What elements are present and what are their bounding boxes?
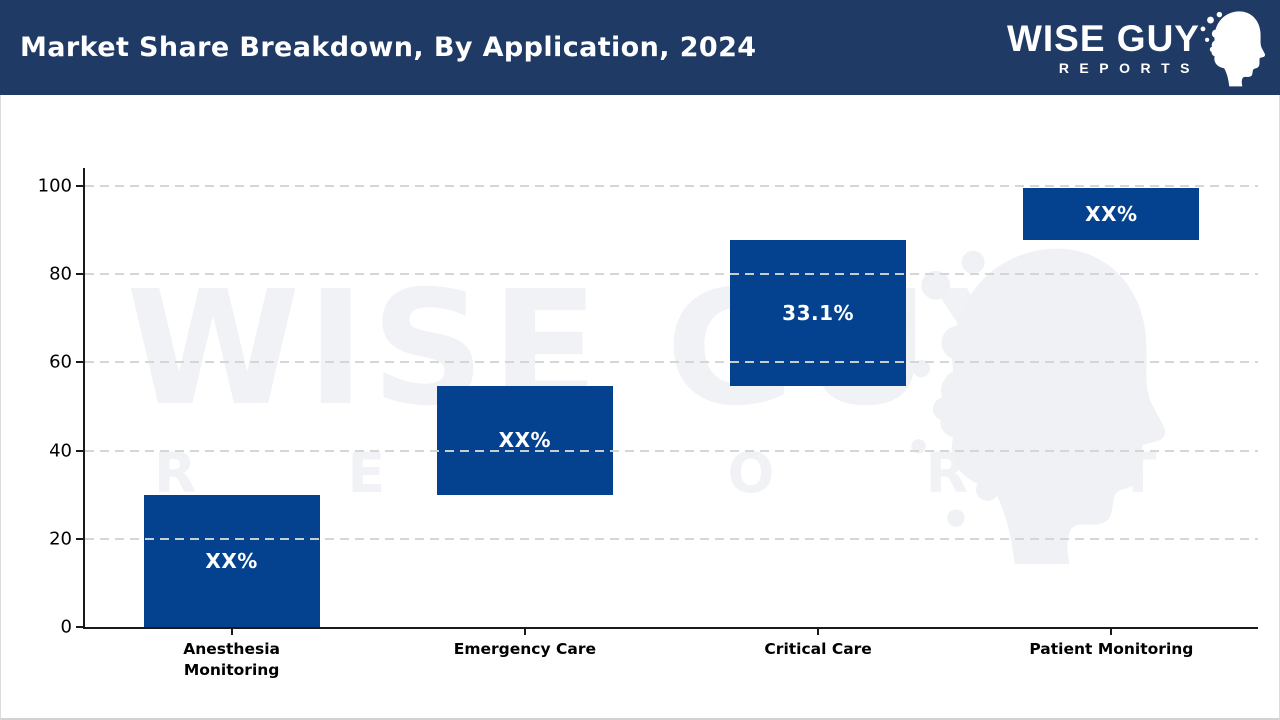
bar-critical-care: 33.1%: [730, 240, 907, 387]
y-tick-mark-20: [76, 537, 84, 540]
x-tick-mark-3: [1110, 629, 1113, 635]
header-bar: Market Share Breakdown, By Application, …: [0, 0, 1280, 95]
y-tick-mark-0: [76, 626, 84, 628]
brand-logo-text: WISE GUY REPORTS: [1007, 20, 1200, 76]
y-tick-label-100: 100: [37, 175, 72, 197]
gridline-60: [85, 361, 1258, 364]
y-tick-label-20: 20: [49, 528, 72, 550]
gridline-100: [85, 185, 1258, 187]
y-tick-label-80: 80: [49, 263, 72, 285]
bar-emergency-care: XX%: [436, 386, 613, 495]
logo-subtext: REPORTS: [1058, 59, 1200, 76]
bar-value-label: 33.1%: [782, 301, 855, 326]
bar-value-label: XX%: [498, 428, 552, 453]
y-tick-mark-60: [76, 361, 84, 364]
x-category-label-0: Anesthesia Monitoring: [183, 640, 280, 679]
y-tick-mark-80: [76, 273, 84, 276]
bar-value-label: XX%: [205, 548, 258, 573]
bar-anesthesia-monitoring: XX%: [143, 494, 320, 627]
y-tick-label-60: 60: [49, 351, 72, 373]
bar-value-label: XX%: [1085, 201, 1138, 226]
head-profile-icon: [1194, 5, 1268, 91]
y-tick-mark-40: [76, 449, 84, 452]
x-category-label-1: Emergency Care: [453, 640, 596, 658]
gridline-40: [85, 449, 1258, 452]
x-tick-mark-1: [523, 629, 526, 635]
y-tick-label-40: 40: [49, 440, 72, 462]
x-axis-line: [83, 627, 1258, 629]
logo-wordmark: WISE GUY: [1006, 17, 1200, 59]
brand-logo: WISE GUY REPORTS: [1007, 5, 1268, 91]
plot-area: XX% XX% 33.1% XX%: [85, 185, 1258, 627]
x-tick-mark-0: [230, 629, 233, 635]
x-category-label-2: Critical Care: [764, 640, 872, 658]
bar-patient-monitoring: XX%: [1023, 187, 1200, 241]
gridline-80: [85, 273, 1258, 276]
watermark-head-profile-icon: [872, 222, 1172, 571]
y-tick-label-0: 0: [60, 616, 72, 638]
y-axis-line: [83, 168, 85, 629]
page-title: Market Share Breakdown, By Application, …: [20, 32, 757, 63]
y-tick-mark-100: [76, 185, 84, 187]
gridline-20: [85, 537, 1258, 540]
x-category-label-3: Patient Monitoring: [1029, 640, 1194, 658]
x-tick-mark-2: [817, 629, 820, 635]
